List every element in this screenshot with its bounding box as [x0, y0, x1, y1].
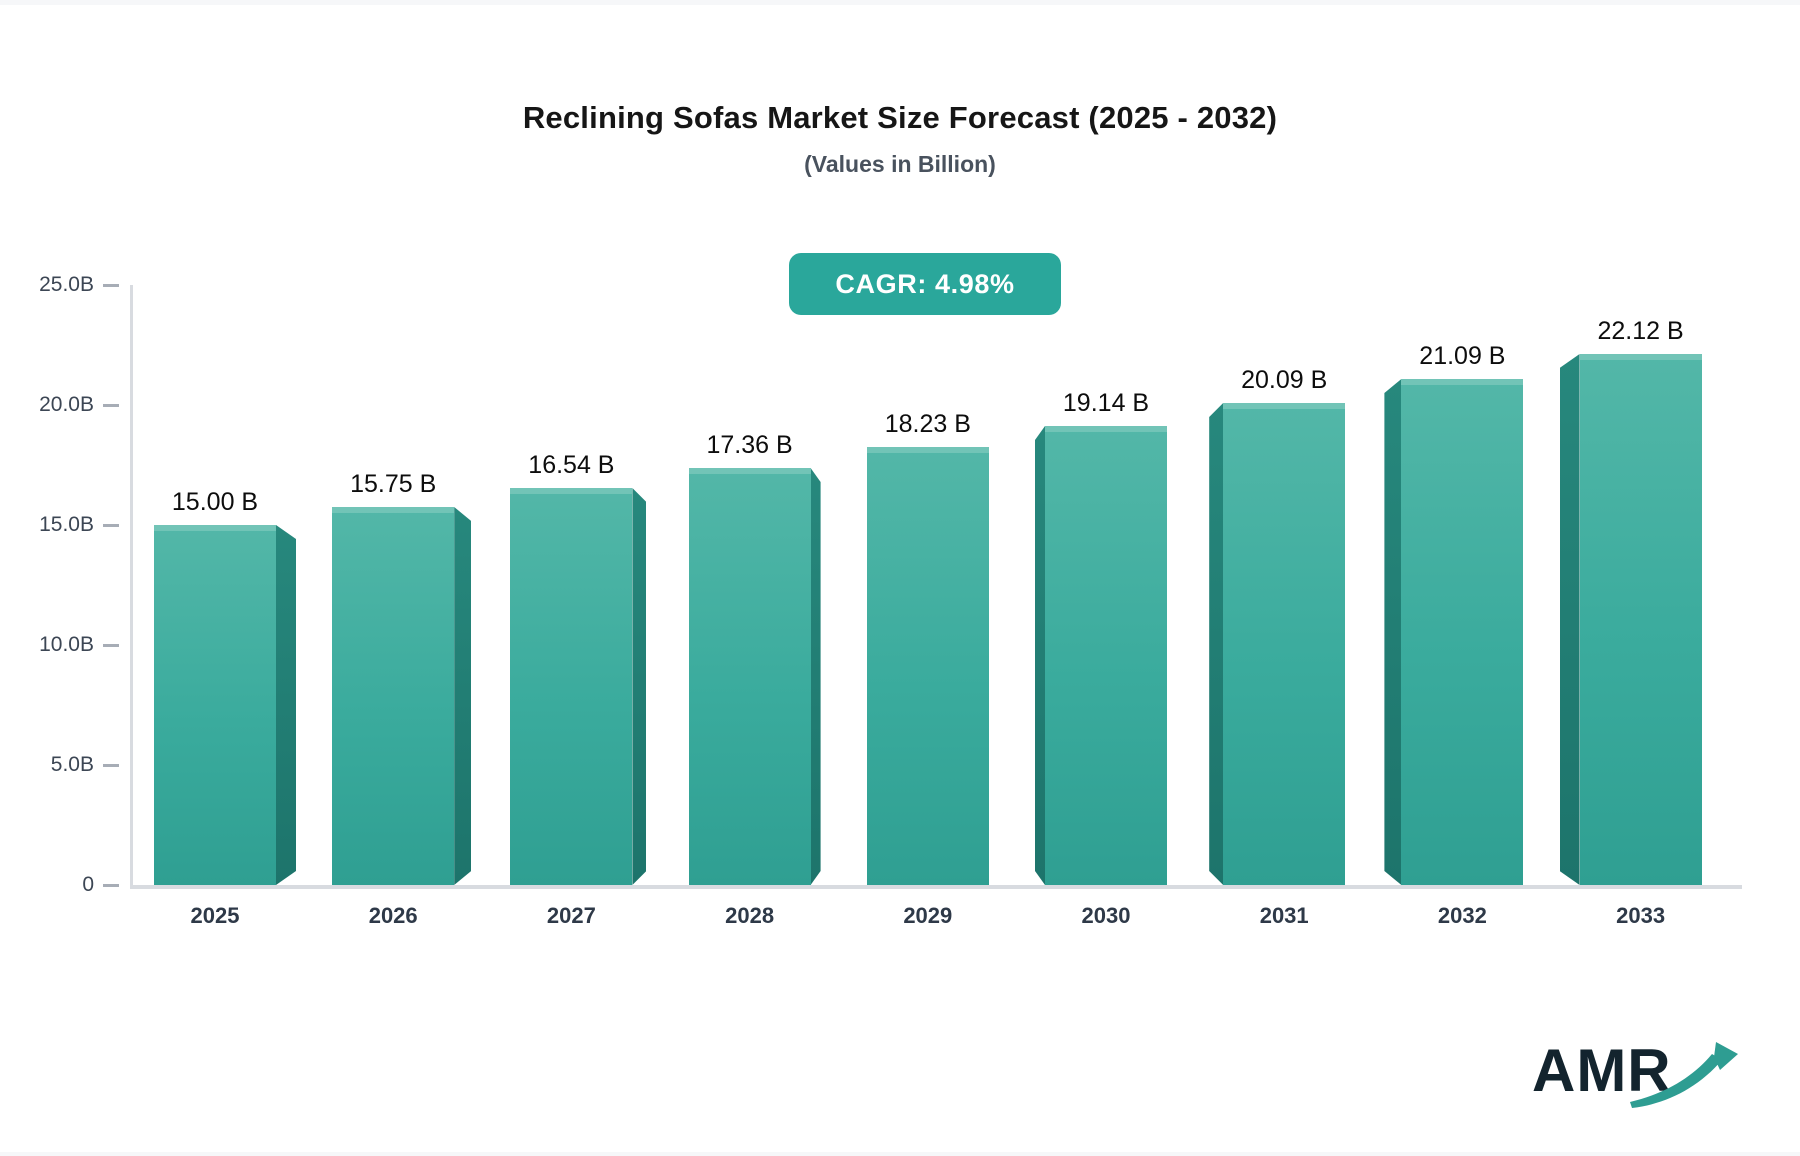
bar-value-label: 15.00 B [171, 488, 259, 516]
bottom-edge-divider [0, 1152, 1800, 1156]
bar-2033 [1579, 354, 1702, 885]
y-axis-label: 5.0B [50, 753, 94, 776]
bar-2029 [866, 447, 989, 885]
bar-side-face [454, 507, 471, 885]
bar-side-face [276, 525, 296, 885]
bar-value-label: 20.09 B [1241, 366, 1328, 394]
bar-side-face [1035, 426, 1045, 885]
bar-side-face [1560, 354, 1580, 885]
x-axis-label: 2027 [546, 903, 596, 928]
x-axis-label: 2032 [1437, 903, 1487, 928]
chart-subtitle: (Values in Billion) [804, 151, 996, 177]
y-axis-label: 15.0B [39, 513, 94, 536]
cagr-badge-label: CAGR: 4.98% [835, 268, 1015, 299]
y-axis-tick [103, 404, 119, 407]
bar-2031 [1223, 403, 1346, 885]
y-axis-tick [103, 884, 119, 887]
y-axis-label: 0 [82, 873, 94, 896]
y-axis-tick [103, 644, 119, 647]
amr-logo: AMR [1532, 1030, 1742, 1116]
x-axis-label: 2028 [725, 903, 775, 928]
bar-value-label: 22.12 B [1597, 317, 1684, 345]
x-axis-label: 2031 [1259, 903, 1309, 928]
y-axis-tick [103, 524, 119, 527]
bar-side-face [1209, 403, 1223, 885]
y-axis-line [130, 285, 133, 886]
bar-side-face [632, 488, 646, 885]
bar-side-face [1384, 379, 1401, 885]
chart-title: Reclining Sofas Market Size Forecast (20… [522, 100, 1278, 135]
cagr-badge: CAGR: 4.98% [789, 253, 1061, 315]
y-axis-label: 20.0B [39, 393, 94, 416]
x-axis-label: 2026 [368, 903, 418, 928]
top-edge-divider [0, 0, 1800, 5]
x-axis-label: 2030 [1081, 903, 1131, 928]
bar-value-label: 15.75 B [350, 470, 437, 498]
x-axis-label: 2033 [1616, 903, 1666, 928]
bar-2027 [510, 488, 633, 885]
y-axis-tick [103, 764, 119, 767]
bar-value-label: 19.14 B [1062, 389, 1150, 417]
bar-value-label: 16.54 B [528, 451, 615, 479]
bar-2025 [154, 525, 276, 885]
bar-value-label: 17.36 B [706, 431, 793, 459]
bar-2032 [1401, 379, 1524, 885]
x-axis-label: 2029 [903, 903, 953, 928]
y-axis-label: 10.0B [39, 633, 94, 656]
y-axis-label: 25.0B [39, 273, 94, 296]
bar-2028 [688, 468, 811, 885]
bar-2030 [1045, 426, 1167, 885]
growth-arrow-icon [1630, 1042, 1738, 1108]
bar-value-label: 18.23 B [884, 410, 971, 438]
y-axis-tick [103, 284, 119, 287]
bar-side-face [811, 468, 821, 885]
x-axis-baseline [130, 885, 1742, 889]
amr-logo-text: AMR [1532, 1037, 1672, 1104]
bar-value-label: 21.09 B [1419, 342, 1506, 370]
bar-2026 [332, 507, 455, 885]
x-axis-label: 2025 [190, 903, 240, 928]
